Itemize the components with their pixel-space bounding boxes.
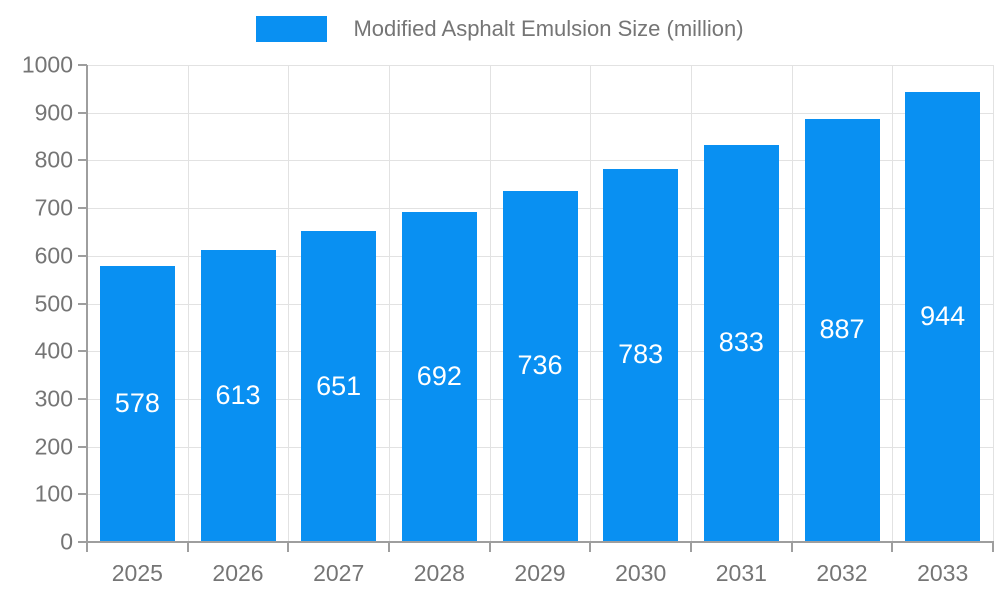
- x-axis-tick: [488, 542, 491, 552]
- x-axis-tick: [891, 542, 894, 552]
- x-axis-tick: [186, 542, 189, 552]
- y-axis-label: 400: [34, 337, 73, 364]
- bar-value-label: 578: [114, 388, 160, 419]
- gridline-vertical: [187, 65, 189, 542]
- bar-2027[interactable]: 651: [301, 231, 377, 541]
- y-axis-tick: [78, 445, 87, 448]
- y-axis-tick: [78, 493, 87, 496]
- bar-2029[interactable]: 736: [502, 190, 578, 541]
- gridline-vertical: [590, 65, 592, 542]
- y-axis-label: 900: [34, 99, 73, 126]
- x-axis-label: 2033: [917, 560, 969, 586]
- y-axis-tick: [78, 350, 87, 353]
- y-axis-label: 800: [34, 146, 73, 173]
- gridline-horizontal: [87, 65, 993, 66]
- x-axis-tick: [287, 542, 290, 552]
- x-axis-label: 2030: [615, 560, 667, 586]
- gridline-vertical: [892, 65, 894, 542]
- x-axis-label: 2028: [413, 560, 465, 586]
- y-axis-tick: [78, 541, 87, 543]
- x-axis-tick: [589, 542, 592, 552]
- y-axis-label: 100: [34, 480, 73, 507]
- x-axis-label: 2032: [816, 560, 868, 586]
- x-axis-label: 2027: [313, 560, 365, 586]
- gridline-vertical: [288, 65, 290, 542]
- x-axis-label: 2026: [212, 560, 264, 586]
- y-axis-label: 200: [34, 433, 73, 460]
- bar-value-label: 736: [517, 350, 563, 381]
- y-axis-label: 300: [34, 385, 73, 412]
- x-axis-label: 2025: [111, 560, 163, 586]
- y-axis-tick: [78, 302, 87, 305]
- y-axis-tick: [78, 207, 87, 210]
- y-axis-line: [86, 65, 88, 543]
- bar-2032[interactable]: 887: [804, 118, 880, 541]
- gridline-vertical: [489, 65, 491, 542]
- gridline-horizontal: [87, 112, 993, 114]
- legend-swatch-icon: [256, 16, 328, 42]
- bar-2031[interactable]: 833: [703, 144, 779, 541]
- bar-2028[interactable]: 692: [401, 211, 477, 541]
- y-axis-label: 600: [34, 242, 73, 269]
- gridline-vertical: [791, 65, 793, 542]
- y-axis-label: 0: [60, 528, 73, 555]
- y-axis-tick: [78, 397, 87, 400]
- bar-2026[interactable]: 613: [200, 249, 276, 541]
- bar-value-label: 692: [416, 360, 462, 391]
- x-axis-label: 2029: [514, 560, 566, 586]
- gridline-horizontal: [87, 160, 993, 162]
- bar-2030[interactable]: 783: [603, 168, 679, 541]
- y-axis-tick: [78, 111, 87, 114]
- x-axis-tick: [86, 542, 88, 552]
- x-axis-tick: [992, 542, 994, 552]
- bar-2025[interactable]: 578: [99, 266, 175, 541]
- gridline-vertical: [993, 65, 994, 542]
- gridline-vertical: [389, 65, 390, 542]
- bar-value-label: 944: [920, 300, 966, 331]
- x-axis-tick: [690, 542, 692, 552]
- gridline-vertical: [691, 65, 692, 542]
- bar-value-label: 887: [819, 314, 865, 345]
- legend-label: Modified Asphalt Emulsion Size (million): [353, 16, 744, 41]
- y-axis-label: 1000: [21, 51, 73, 78]
- y-axis-label: 500: [34, 290, 73, 316]
- x-axis-label: 2031: [715, 560, 767, 586]
- y-axis-tick: [78, 64, 87, 66]
- bar-value-label: 783: [618, 339, 664, 370]
- y-axis-tick: [78, 159, 87, 162]
- x-axis-tick: [388, 542, 390, 552]
- x-axis-tick: [790, 542, 793, 552]
- bar-2033[interactable]: 944: [905, 91, 981, 541]
- bar-value-label: 613: [215, 379, 261, 410]
- y-axis-tick: [78, 254, 87, 257]
- y-axis-label: 700: [34, 194, 73, 221]
- bar-value-label: 651: [316, 370, 362, 401]
- bar-value-label: 833: [718, 327, 764, 358]
- legend[interactable]: Modified Asphalt Emulsion Size (million): [0, 16, 1000, 42]
- x-axis-line: [86, 541, 994, 543]
